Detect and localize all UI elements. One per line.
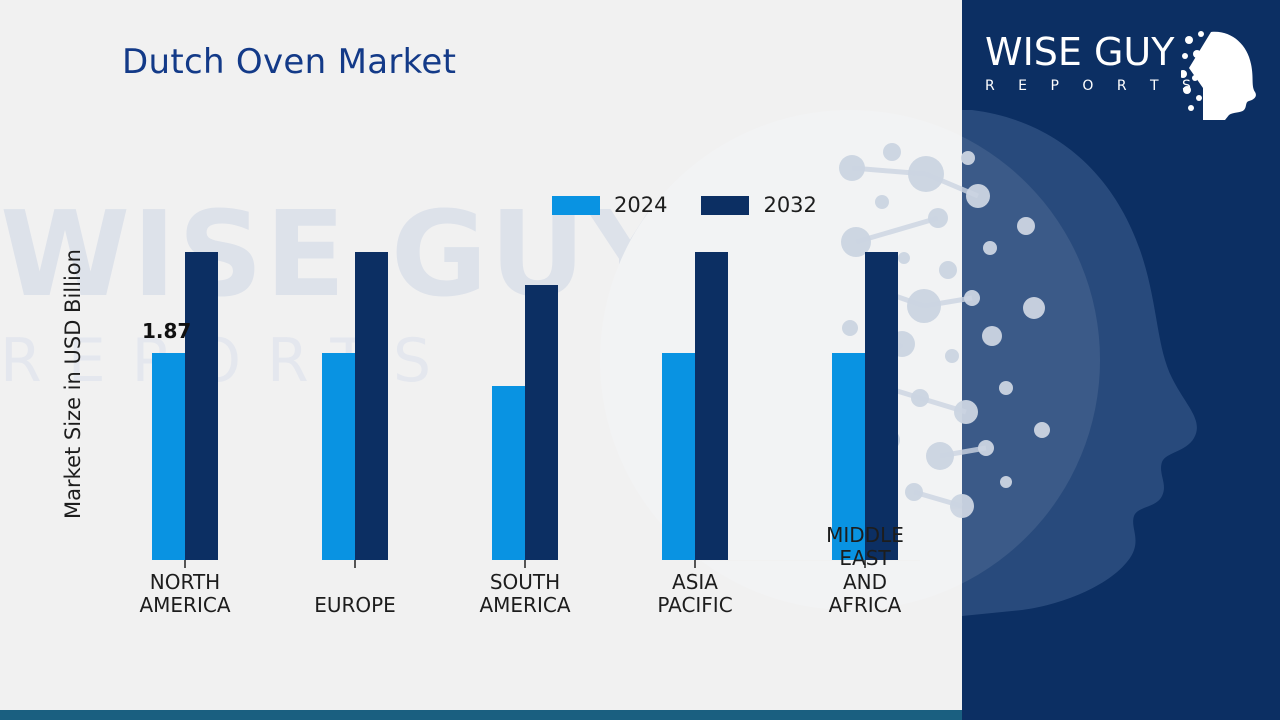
x-axis-tick	[694, 560, 696, 568]
head-silhouette-icon	[962, 110, 1197, 616]
bar-2032[interactable]	[695, 252, 728, 560]
legend-label-2032: 2032	[763, 193, 817, 217]
chart-legend: 2024 2032	[552, 195, 817, 216]
x-axis-category-label: ASIA PACIFIC	[657, 569, 733, 618]
plot-area: NORTH AMERICA EUROPE SOUTH AMERICA ASIA PAC…	[120, 0, 920, 720]
bar-2024[interactable]	[152, 353, 185, 560]
bar-2032[interactable]	[185, 252, 218, 560]
legend-item-2032[interactable]: 2032	[701, 193, 817, 217]
bar-group: SOUTH AMERICA	[479, 0, 571, 720]
bar-group: ASIA PACIFIC	[657, 0, 733, 720]
legend-swatch-2024	[552, 196, 600, 215]
x-axis-category-label: EUROPE	[314, 593, 396, 618]
legend-swatch-2032	[701, 196, 750, 215]
x-axis-tick	[184, 560, 186, 568]
bar-2032[interactable]	[525, 285, 558, 560]
bottom-accent-strip	[0, 710, 962, 720]
x-axis-category-label: SOUTH AMERICA	[479, 569, 571, 618]
bar-group: NORTH AMERICA	[139, 0, 231, 720]
bar-group: MIDDLE EAST AND AFRICA	[826, 0, 904, 720]
x-axis-category-label: NORTH AMERICA	[139, 569, 231, 618]
bar-2024[interactable]	[662, 353, 695, 560]
legend-label-2024: 2024	[614, 193, 668, 217]
bar-chart: Market Size in USD Billion 2024 2032 NOR…	[61, 0, 920, 720]
logo-wordmark: WISE GUY	[985, 30, 1175, 74]
brand-logo: WISE GUY R E P O R T S	[985, 30, 1256, 120]
bar-group: EUROPE	[314, 0, 396, 720]
bar-2032[interactable]	[865, 252, 898, 560]
bar-2024[interactable]	[322, 353, 355, 560]
x-axis-tick	[354, 560, 356, 568]
x-axis-category-label: MIDDLE EAST AND AFRICA	[826, 522, 904, 618]
legend-item-2024[interactable]: 2024	[552, 195, 667, 216]
x-axis-tick	[864, 560, 866, 568]
x-axis-tick	[524, 560, 526, 568]
bar-2032[interactable]	[355, 252, 388, 560]
bar-2024[interactable]	[832, 353, 865, 560]
bar-value-label: 1.87	[142, 319, 192, 343]
logo-tagline: R E P O R T S	[985, 78, 1201, 94]
page-title: Dutch Oven Market	[122, 42, 457, 82]
logo-head-icon	[1181, 31, 1256, 120]
x-axis-line	[120, 560, 920, 561]
bar-2024[interactable]	[492, 386, 525, 560]
